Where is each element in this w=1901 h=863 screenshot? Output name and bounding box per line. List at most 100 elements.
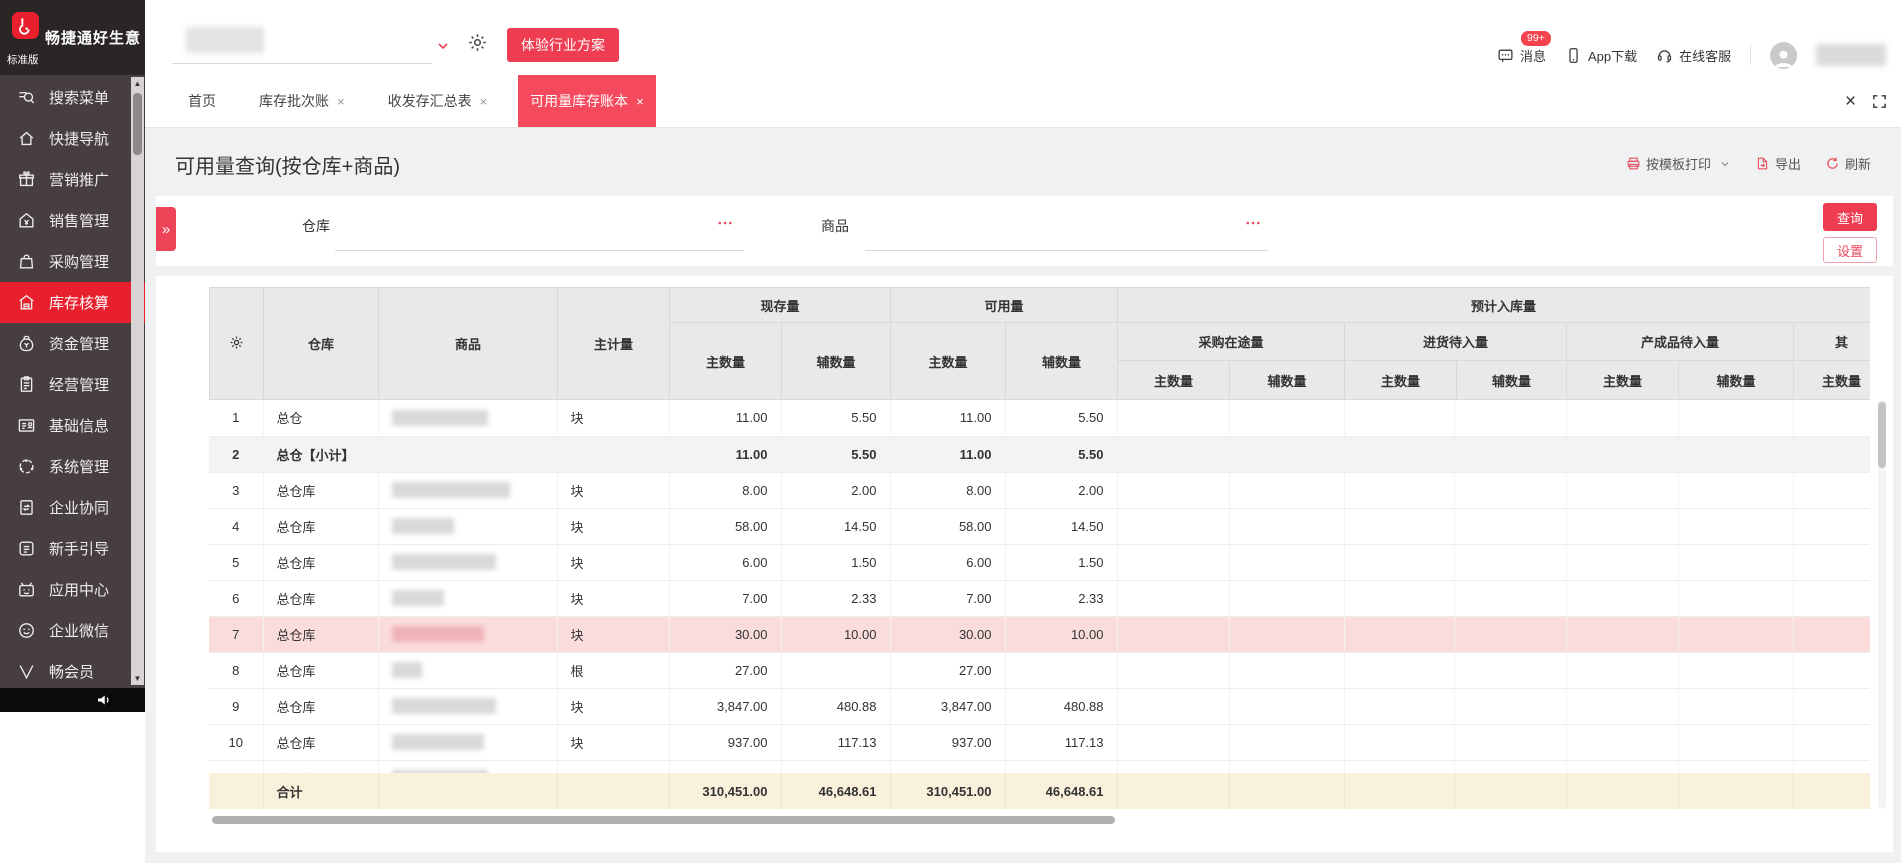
column-settings-button[interactable]	[209, 287, 264, 400]
sidebar-item-home[interactable]: 快捷导航	[0, 118, 145, 159]
table-row-10[interactable]: 10 总仓库块 937.00 117.13 937.00 117.13	[209, 724, 1870, 761]
table-row-7[interactable]: 7 总仓库块 30.00 10.00 30.00 10.00	[209, 616, 1870, 653]
guide-icon	[17, 539, 36, 558]
tab-close-icon[interactable]: ×	[479, 93, 488, 109]
sidebar-item-sales[interactable]: 销售管理	[0, 200, 145, 241]
sidebar-item-clipboard[interactable]: 经营管理	[0, 364, 145, 405]
settings-button[interactable]: 设置	[1823, 237, 1877, 263]
tab-close-icon[interactable]: ×	[337, 93, 345, 109]
cell-expected-empty	[1793, 472, 1870, 509]
sidebar-item-guide[interactable]: 新手引导	[0, 528, 145, 569]
vertical-scrollbar-thumb[interactable]	[1878, 402, 1886, 468]
table-row-6[interactable]: 6 总仓库块 7.00 2.33 7.00 2.33	[209, 580, 1870, 617]
sidebar-item-money[interactable]: 资金管理	[0, 323, 145, 364]
tab-库存批次账[interactable]: 库存批次账 ×	[247, 75, 357, 127]
avatar[interactable]	[1770, 41, 1798, 69]
table-row-3[interactable]: 3 总仓库块 8.00 2.00 8.00 2.00	[209, 472, 1870, 509]
cell-product-redacted	[378, 544, 558, 581]
sidebar-item-member[interactable]: 畅会员	[0, 651, 145, 692]
sales-icon	[17, 211, 36, 230]
cell-expected-empty	[1229, 544, 1345, 581]
search-input[interactable]	[186, 27, 264, 53]
cell-row-number: 1	[209, 400, 264, 437]
horizontal-scrollbar-thumb[interactable]	[212, 816, 1115, 824]
sidebar-item-system[interactable]: 系统管理	[0, 446, 145, 487]
cell-expected-empty	[1793, 436, 1870, 473]
cell-expected-empty	[1344, 688, 1455, 725]
printer-icon	[1626, 156, 1641, 171]
scroll-up-icon[interactable]: ▲	[133, 79, 142, 88]
product-input[interactable]	[865, 250, 1268, 251]
messages-button[interactable]: 消息 99+	[1497, 28, 1553, 65]
cell-expected-empty	[1793, 400, 1870, 437]
subgroup-finished-pending: 产成品待入量	[1566, 322, 1795, 361]
online-service-button[interactable]: 在线客服	[1656, 46, 1731, 65]
col-header-main-qty: 主数量	[1344, 360, 1458, 400]
tab-label: 库存批次账	[259, 93, 329, 109]
col-header-aux-qty: 辅数量	[1456, 360, 1568, 400]
sidebar-item-warehouse[interactable]: 库存核算	[0, 282, 145, 323]
table-row-9[interactable]: 9 总仓库块 3,847.00 480.88 3,847.00 480.88	[209, 688, 1870, 725]
horizontal-scrollbar[interactable]	[209, 816, 1870, 824]
sidebar-item-wechat[interactable]: 企业微信	[0, 610, 145, 651]
tab-close-icon[interactable]: ×	[636, 93, 644, 109]
export-button[interactable]: 导出	[1755, 154, 1801, 173]
sidebar-scrollbar-thumb[interactable]	[133, 93, 142, 155]
cell-expected-empty	[1678, 580, 1794, 617]
subgroup-partial: 其	[1793, 322, 1870, 361]
app-download-button[interactable]: App下载	[1565, 46, 1637, 65]
cell-expected-empty	[1454, 688, 1567, 725]
close-icon[interactable]: ×	[1845, 90, 1857, 112]
refresh-button[interactable]: 刷新	[1825, 154, 1871, 173]
cell-qty-3: 14.75	[1005, 760, 1118, 773]
cell-qty-1: 14.50	[781, 508, 891, 545]
headset-icon	[1656, 47, 1673, 64]
collab-icon	[17, 498, 36, 517]
vertical-scrollbar[interactable]	[1878, 400, 1886, 809]
cell-expected-empty	[1566, 436, 1679, 473]
tab-收发存汇总表[interactable]: 收发存汇总表 ×	[376, 75, 500, 127]
sidebar-item-idcard[interactable]: 基础信息	[0, 405, 145, 446]
query-button[interactable]: 查询	[1823, 203, 1877, 231]
cell-qty-1: 2.33	[781, 580, 891, 617]
export-doc-icon	[1755, 156, 1770, 171]
print-by-template-button[interactable]: 按模板打印	[1626, 154, 1731, 173]
warehouse-input[interactable]	[335, 250, 744, 251]
table-row-1[interactable]: 1 总仓块 11.00 5.50 11.00 5.50	[209, 400, 1870, 437]
tab-首页[interactable]: 首页	[176, 75, 228, 127]
chevron-down-icon[interactable]	[435, 38, 451, 54]
table-row-5[interactable]: 5 总仓库块 6.00 1.50 6.00 1.50	[209, 544, 1870, 581]
cell-qty-3: 14.50	[1005, 508, 1118, 545]
warehouse-picker-ellipsis-icon[interactable]	[716, 214, 734, 232]
cell-row-number: 2	[209, 436, 264, 473]
fullscreen-icon[interactable]	[1871, 93, 1888, 110]
sidebar-item-search[interactable]: 搜索菜单	[0, 77, 145, 118]
table-row-2[interactable]: 2 总仓【小计】 11.00 5.50 11.00 5.50	[209, 436, 1870, 473]
cell-unit: 块	[557, 544, 670, 581]
chevron-down-icon[interactable]	[1719, 158, 1731, 170]
sidebar-item-collab[interactable]: 企业协同	[0, 487, 145, 528]
table-row-8[interactable]: 8 总仓库根 27.00 27.00	[209, 652, 1870, 689]
sidebar-scrollbar[interactable]: ▲ ▼	[131, 77, 144, 685]
sidebar-item-appcenter[interactable]: 应用中心	[0, 569, 145, 610]
table-row-4[interactable]: 4 总仓库块 58.00 14.50 58.00 14.50	[209, 508, 1870, 545]
gear-icon[interactable]	[467, 32, 488, 53]
cell-qty-0: 27.00	[669, 652, 782, 689]
cell-expected-empty	[1117, 400, 1230, 437]
cell-product-redacted	[378, 688, 558, 725]
product-filter-label: 商品	[821, 218, 849, 234]
page-toolbar: 按模板打印 导出 刷新	[1626, 154, 1871, 173]
cell-expected-empty	[1678, 688, 1794, 725]
sidebar-item-gift[interactable]: 营销推广	[0, 159, 145, 200]
col-header-product: 商品	[378, 287, 558, 400]
cell-product-redacted	[378, 472, 558, 509]
speaker-icon[interactable]	[95, 691, 113, 709]
tab-可用量库存账本[interactable]: 可用量库存账本 ×	[518, 75, 656, 127]
brand-name: 畅捷通好生意	[45, 30, 142, 47]
scroll-down-icon[interactable]: ▼	[133, 674, 142, 683]
sidebar-item-bag[interactable]: 采购管理	[0, 241, 145, 282]
product-picker-ellipsis-icon[interactable]	[1244, 214, 1262, 232]
collapse-filter-button[interactable]: »	[156, 207, 176, 251]
promo-button[interactable]: 体验行业方案	[507, 28, 619, 62]
